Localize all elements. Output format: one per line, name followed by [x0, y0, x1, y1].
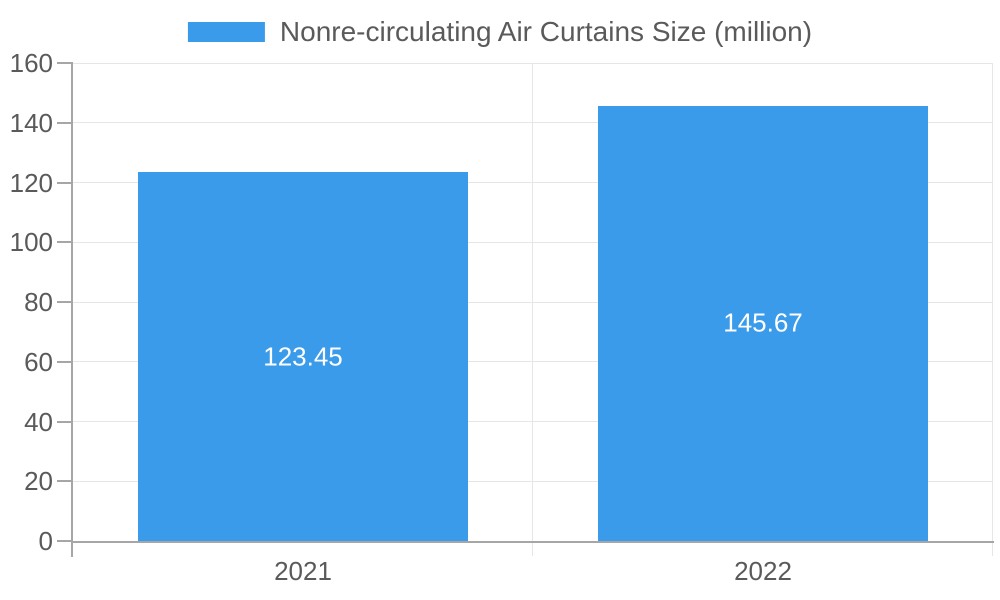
y-tick-label: 60	[24, 346, 53, 377]
bar-2021[interactable]: 123.45	[138, 172, 468, 541]
legend[interactable]: Nonre-circulating Air Curtains Size (mil…	[187, 16, 813, 48]
plot-area: 123.45 145.67	[57, 62, 994, 557]
gridline-y-100	[73, 241, 993, 243]
y-tick-label: 20	[24, 466, 53, 497]
gridline-y-60	[73, 361, 993, 363]
y-tick-120	[57, 181, 73, 184]
y-tick-20	[57, 480, 73, 483]
y-tick-label: 0	[38, 526, 53, 556]
y-tick-140	[57, 121, 73, 124]
legend-swatch	[187, 22, 265, 42]
y-tick-label: 40	[24, 406, 53, 437]
gridline-y-80	[73, 301, 993, 303]
gridline-x-1	[532, 63, 533, 556]
bar-2022[interactable]: 145.67	[598, 105, 928, 541]
bar-value-label: 145.67	[723, 307, 803, 338]
y-tick-40	[57, 420, 73, 423]
gridline-x-2	[992, 63, 993, 556]
y-axis-line	[71, 63, 73, 557]
y-tick-60	[57, 360, 73, 363]
x-tick-label-2021: 2021	[274, 556, 332, 586]
legend-label: Nonre-circulating Air Curtains Size (mil…	[279, 16, 813, 47]
y-tick-label: 80	[24, 287, 53, 317]
y-tick-80	[57, 301, 73, 303]
y-tick-0	[57, 540, 73, 542]
y-tick-label: 120	[9, 167, 53, 198]
gridline-y-140	[73, 122, 993, 124]
gridline-y-40	[73, 421, 993, 422]
y-tick-160	[57, 62, 73, 64]
x-tick-label-2022: 2022	[734, 556, 792, 586]
gridline-y-20	[73, 480, 993, 482]
gridline-y-120	[73, 182, 993, 183]
y-tick-label: 160	[9, 48, 53, 78]
bar-value-label: 123.45	[263, 341, 343, 372]
y-tick-label: 100	[9, 227, 53, 258]
y-tick-label: 140	[9, 107, 53, 138]
x-axis-line	[71, 541, 994, 543]
y-tick-100	[57, 241, 73, 244]
gridline-y-160	[73, 62, 993, 64]
